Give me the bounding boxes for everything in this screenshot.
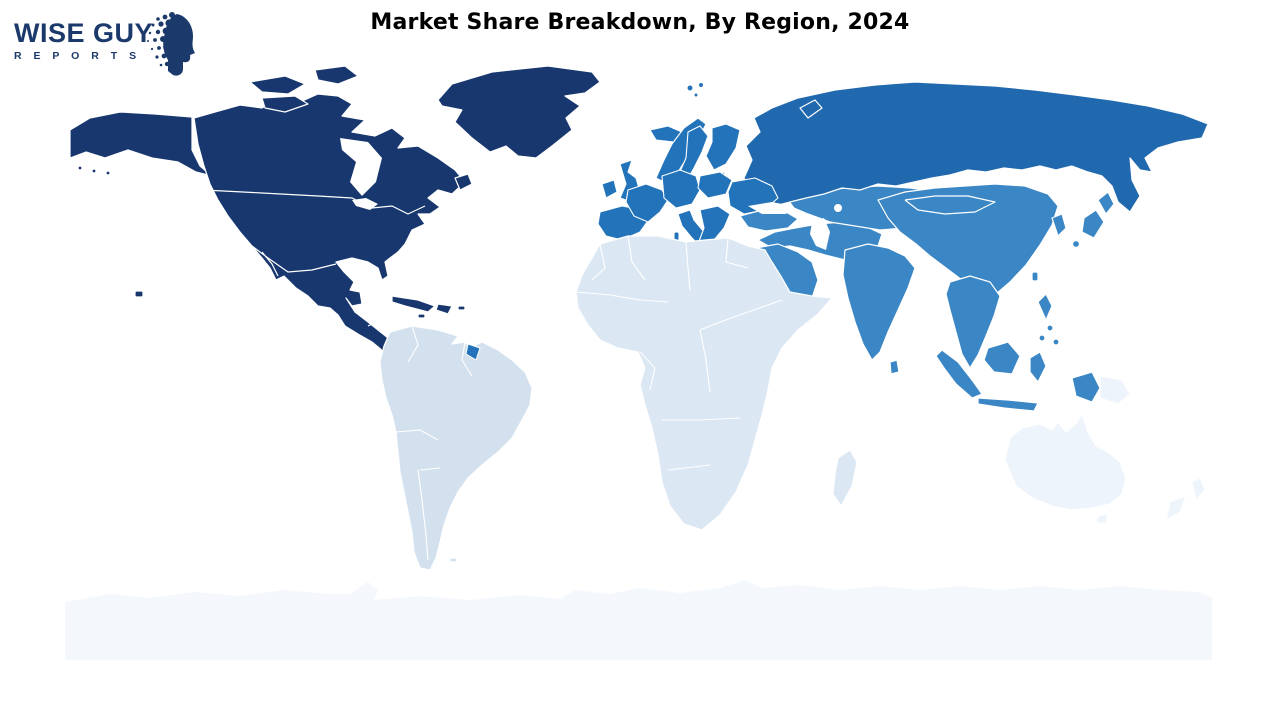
- island-svalbard-1: [686, 84, 694, 92]
- island-svalbard-3: [693, 92, 699, 98]
- mainland-canada-usa-mexico: [193, 93, 466, 353]
- aleutian-2: [91, 168, 97, 174]
- north-america-inner: [203, 138, 426, 327]
- country-greenland: [437, 65, 601, 159]
- logo-brand-text: WISE GUY: [14, 18, 154, 48]
- border-mongolia: [904, 195, 996, 215]
- region-indochina: [945, 275, 1001, 369]
- island-philippines-2: [1046, 324, 1054, 332]
- border-central-america-2: [367, 321, 377, 327]
- island-new-guinea-east: [1099, 375, 1131, 405]
- island-hispaniola: [435, 303, 453, 315]
- country-india: [842, 243, 916, 361]
- region-south-america: [379, 325, 533, 571]
- island-sumatra: [935, 349, 983, 399]
- aral-sea: [834, 204, 842, 212]
- logo-subtext: R E P O R T S: [14, 50, 141, 62]
- country-france: [625, 183, 669, 223]
- island-hawaii: [134, 290, 144, 298]
- border-us-mexico: [251, 245, 337, 273]
- region-central-europe: [661, 169, 701, 209]
- island-new-zealand-south: [1165, 495, 1187, 521]
- region-oceania: [1004, 375, 1206, 525]
- country-australia: [1004, 413, 1127, 511]
- island-sri-lanka: [889, 359, 900, 375]
- country-japan-honshu: [1081, 209, 1105, 239]
- logo-head-icon: [139, 10, 201, 76]
- island-java: [977, 397, 1039, 412]
- country-china-mongolia: [877, 183, 1059, 295]
- country-russia: [743, 81, 1209, 213]
- island-new-zealand-north: [1191, 477, 1206, 501]
- region-africa: [575, 235, 858, 531]
- island-madagascar: [832, 449, 858, 507]
- page-title: Market Share Breakdown, By Region, 2024: [370, 10, 910, 35]
- island-sulawesi: [1029, 351, 1047, 383]
- continent-south-america: [379, 325, 533, 571]
- island-philippines-3: [1038, 334, 1046, 342]
- country-japan-north: [1097, 191, 1115, 215]
- wise-guy-reports-logo: WISE GUY R E P O R T S: [14, 10, 204, 76]
- state-alaska: [69, 111, 213, 177]
- island-philippines-4: [1052, 338, 1060, 346]
- border-central-america-1: [354, 311, 367, 317]
- country-finland: [705, 123, 741, 171]
- border-us-canada: [203, 189, 426, 215]
- falkland-islands: [449, 557, 458, 563]
- island-cuba: [391, 295, 436, 313]
- island-borneo: [983, 341, 1021, 375]
- country-poland: [697, 171, 733, 199]
- aleutian-3: [105, 170, 111, 176]
- island-novaya-zemlya: [799, 99, 823, 119]
- inland-seas: [748, 202, 842, 250]
- country-japan-south: [1071, 239, 1081, 249]
- region-russia: [743, 81, 1209, 213]
- island-newfoundland: [454, 173, 473, 191]
- island-taiwan: [1031, 271, 1039, 282]
- island-jamaica: [417, 313, 426, 319]
- country-sweden: [677, 125, 709, 183]
- arctic-island-3: [261, 95, 309, 113]
- caspian-sea: [810, 218, 830, 250]
- africa-country-borders: [575, 235, 783, 471]
- region-antarctica: [65, 580, 1212, 660]
- region-north-america: [69, 65, 601, 353]
- country-ireland: [601, 179, 618, 199]
- country-korea: [1051, 213, 1067, 237]
- continent-africa: [575, 235, 833, 531]
- island-tasmania: [1095, 513, 1109, 525]
- black-sea: [748, 202, 792, 214]
- island-new-guinea-west: [1071, 371, 1101, 403]
- continent-antarctica: [65, 580, 1212, 660]
- country-philippines: [1037, 293, 1053, 321]
- aleutian-1: [77, 165, 83, 171]
- arctic-island-2: [314, 65, 359, 85]
- gulf-of-california: [261, 251, 279, 277]
- hudson-bay: [340, 138, 382, 196]
- island-puerto-rico: [457, 305, 466, 311]
- island-svalbard-2: [697, 81, 705, 89]
- south-america-borders: [395, 325, 473, 561]
- territory-french-guiana: [465, 343, 481, 361]
- arctic-island-1: [249, 75, 306, 95]
